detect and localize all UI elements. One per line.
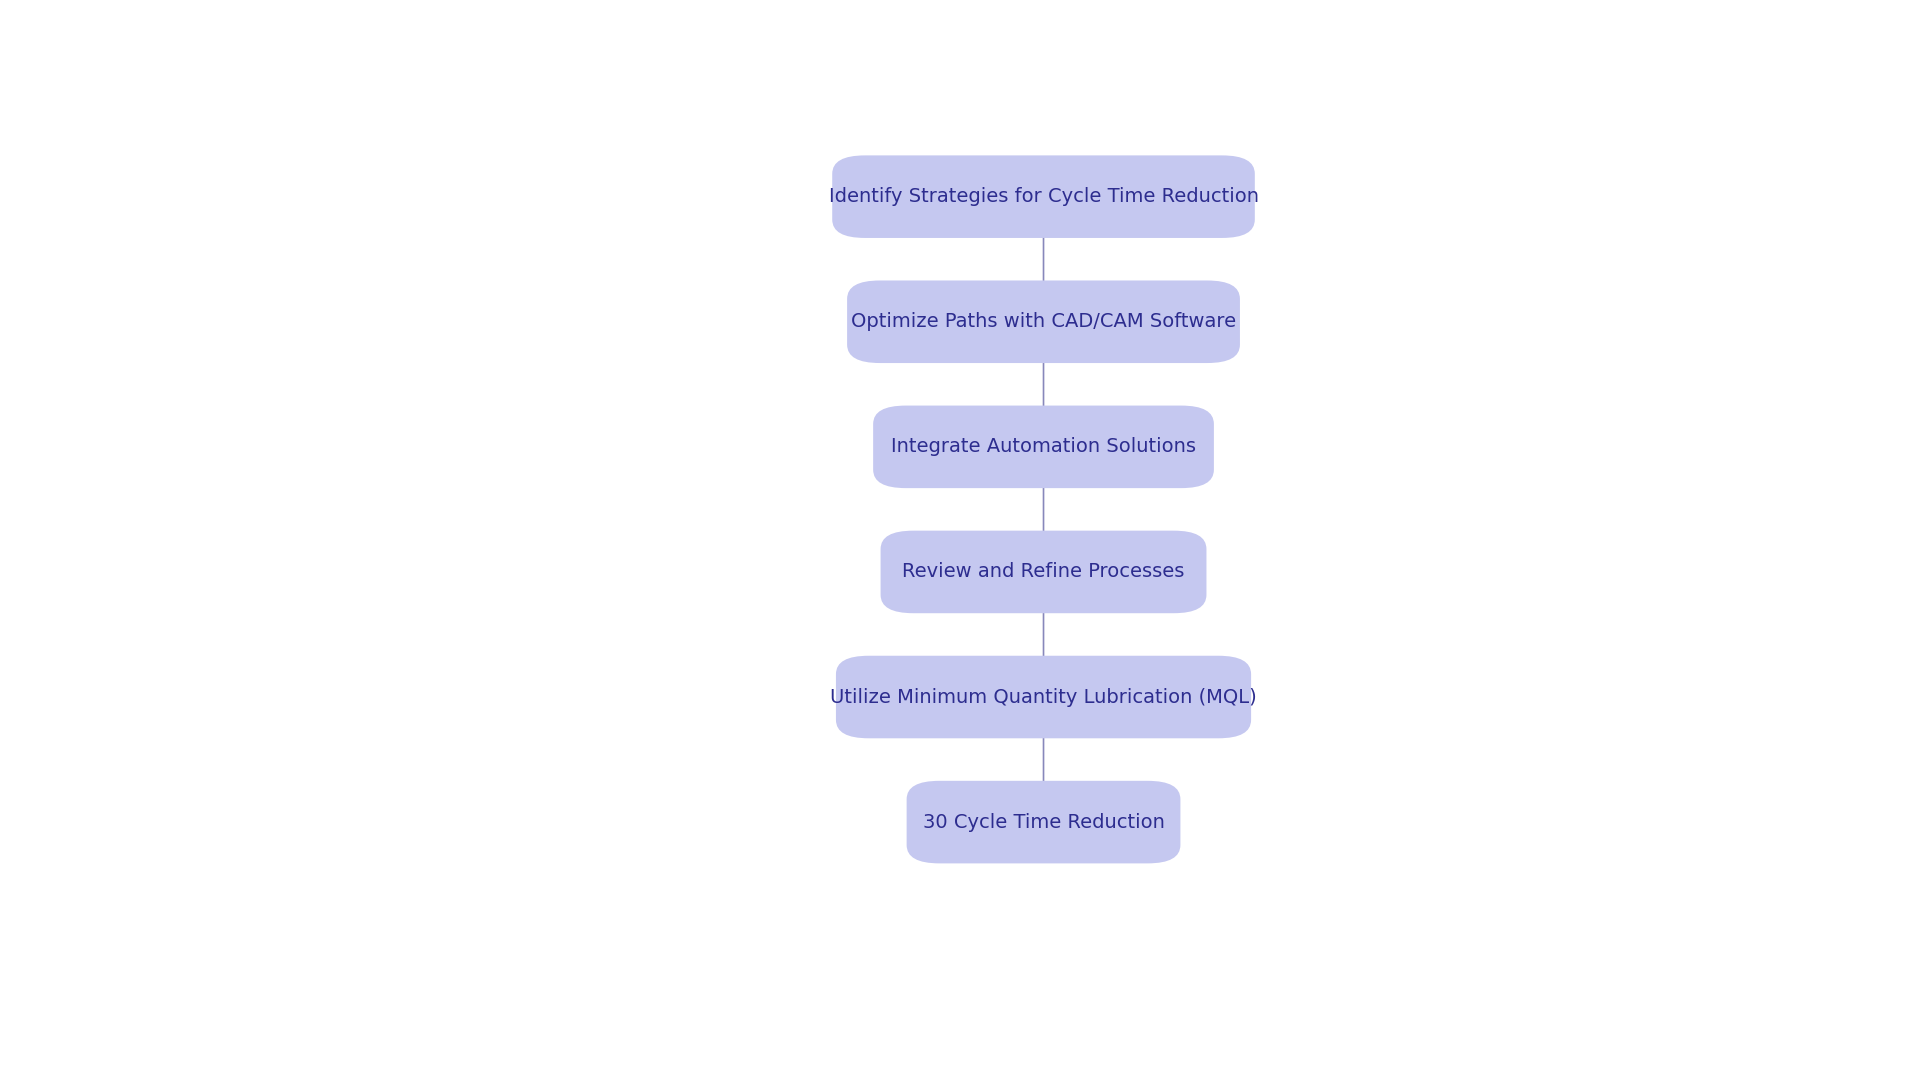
- Text: Optimize Paths with CAD/CAM Software: Optimize Paths with CAD/CAM Software: [851, 312, 1236, 331]
- Text: Identify Strategies for Cycle Time Reduction: Identify Strategies for Cycle Time Reduc…: [829, 187, 1258, 206]
- Text: Utilize Minimum Quantity Lubrication (MQL): Utilize Minimum Quantity Lubrication (MQ…: [829, 688, 1258, 706]
- FancyBboxPatch shape: [881, 531, 1206, 613]
- FancyBboxPatch shape: [831, 155, 1256, 238]
- Text: Integrate Automation Solutions: Integrate Automation Solutions: [891, 438, 1196, 456]
- FancyBboxPatch shape: [835, 655, 1252, 739]
- Text: 30 Cycle Time Reduction: 30 Cycle Time Reduction: [924, 812, 1164, 832]
- Text: Review and Refine Processes: Review and Refine Processes: [902, 562, 1185, 582]
- FancyBboxPatch shape: [847, 280, 1240, 363]
- FancyBboxPatch shape: [874, 405, 1213, 488]
- FancyBboxPatch shape: [906, 781, 1181, 863]
